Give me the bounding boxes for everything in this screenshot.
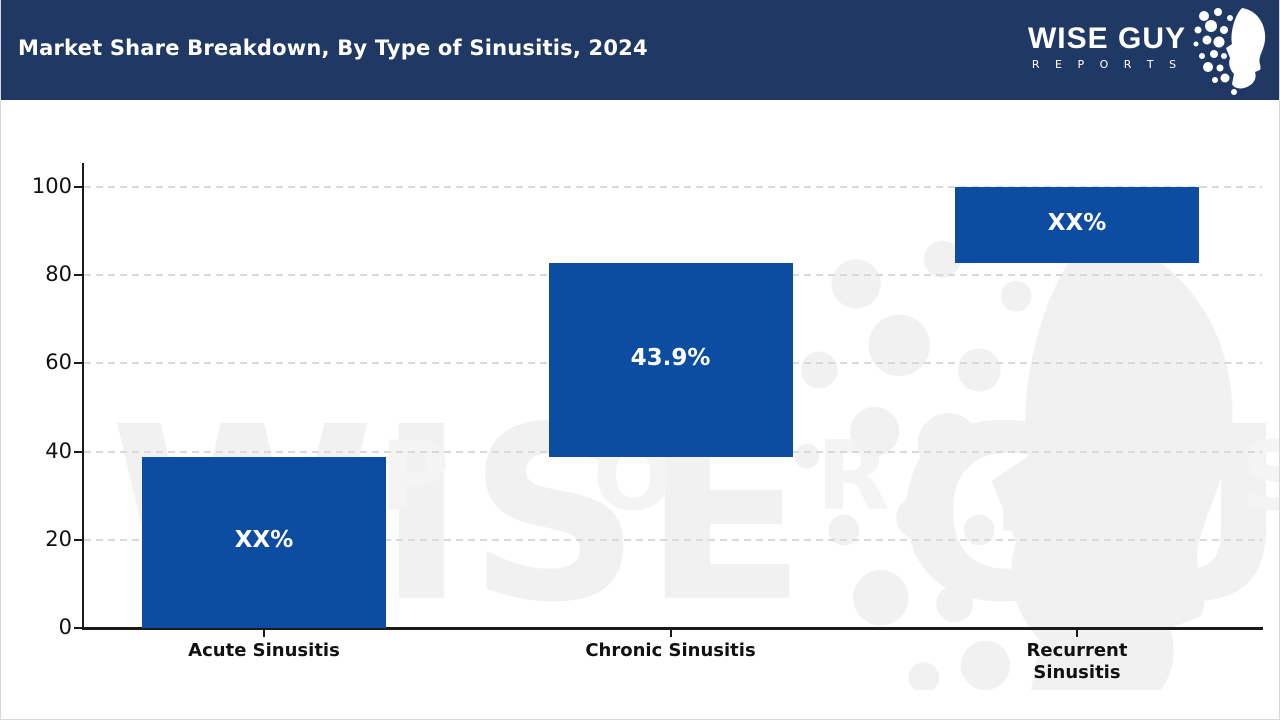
y-tick-40 xyxy=(74,450,82,453)
logo-subtitle: R E P O R T S xyxy=(1031,58,1183,71)
bar-chronic-sinusitis: 43.9% xyxy=(548,263,793,457)
header-band: Market Share Breakdown, By Type of Sinus… xyxy=(0,0,1280,100)
x-tick-2 xyxy=(669,629,672,637)
y-tick-label-20: 20 xyxy=(45,526,72,551)
bar-recurrent-sinusitis: XX% xyxy=(955,187,1199,264)
y-tick-0 xyxy=(74,627,82,629)
logo-text: WISE GUY R E P O R T S xyxy=(1018,22,1196,71)
y-tick-20 xyxy=(74,538,82,541)
category-label-1: Acute Sinusitis xyxy=(188,640,340,661)
logo-wordmark: WISE GUY xyxy=(1027,22,1186,55)
y-tick-label-60: 60 xyxy=(45,350,72,375)
x-tick-3 xyxy=(1076,629,1078,637)
bar-value-label: 43.9% xyxy=(630,345,711,372)
gridline-20 xyxy=(84,538,1262,541)
chart-title: Market Share Breakdown, By Type of Sinus… xyxy=(18,36,648,60)
gridline-100 xyxy=(84,186,1262,188)
y-tick-label-80: 80 xyxy=(45,262,72,287)
x-tick-1 xyxy=(263,629,265,637)
y-tick-100 xyxy=(74,186,82,188)
chart-area: WISE GUY P O R T S 020406080100XX%Acute … xyxy=(0,100,1280,718)
wiseguy-head-icon xyxy=(1193,8,1266,95)
bar-value-label: XX% xyxy=(1047,210,1107,237)
y-tick-label-100: 100 xyxy=(31,174,72,198)
y-tick-60 xyxy=(74,362,82,365)
watermark-head-icon xyxy=(794,234,1233,690)
wiseguy-logo: WISE GUY R E P O R T S xyxy=(1018,4,1268,96)
category-label-2: Chronic Sinusitis xyxy=(585,640,756,661)
x-axis-line xyxy=(82,627,1263,630)
bar-acute-sinusitis: XX% xyxy=(142,456,386,628)
y-axis-line xyxy=(82,163,84,630)
category-label-3: Recurrent Sinusitis xyxy=(1026,640,1128,683)
y-tick-80 xyxy=(74,274,82,277)
bar-value-label: XX% xyxy=(234,527,294,554)
y-tick-label-40: 40 xyxy=(45,438,72,463)
y-tick-label-0: 0 xyxy=(58,615,72,639)
